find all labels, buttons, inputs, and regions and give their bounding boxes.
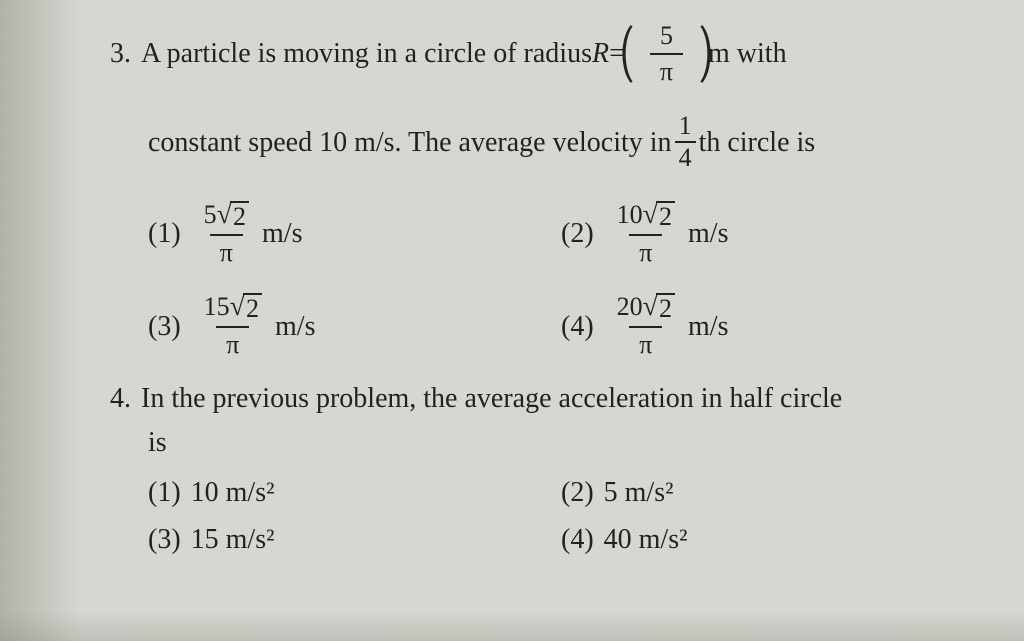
option-label: (1)	[148, 474, 181, 512]
coeff: 5	[204, 200, 217, 229]
q4-line2: is	[148, 424, 974, 462]
radicand: 2	[656, 201, 675, 232]
coeff: 15	[204, 292, 230, 321]
q4-text-b: is	[148, 424, 167, 462]
option-label: (2)	[561, 215, 594, 253]
unit: m/s	[688, 308, 728, 346]
option-label: (4)	[561, 308, 594, 346]
coeff: 20	[617, 292, 643, 321]
denominator: π	[210, 234, 243, 268]
paren-left	[627, 18, 641, 90]
radicand: 2	[656, 293, 675, 324]
unit: m/s	[262, 215, 302, 253]
q3-text-b: m with	[708, 35, 787, 73]
option-text: 10 m/s²	[191, 474, 275, 512]
option-label: (3)	[148, 521, 181, 559]
unit: m/s	[688, 215, 728, 253]
q3-line2: constant speed 10 m/s. The average veloc…	[148, 112, 974, 172]
paren-right	[692, 18, 706, 90]
option-frac: 5√2 π	[194, 201, 259, 267]
option-text: 5 m/s²	[604, 474, 674, 512]
sqrt: √2	[230, 293, 262, 324]
sqrt: √2	[217, 201, 249, 232]
q3-option-3: (3) 15√2 π m/s	[148, 293, 561, 359]
unit: m/s	[275, 308, 315, 346]
q4-line1: 4. In the previous problem, the average …	[110, 380, 974, 418]
q3-number: 3.	[110, 35, 131, 73]
q4-option-1: (1) 10 m/s²	[148, 474, 561, 512]
option-label: (2)	[561, 474, 594, 512]
q4-option-4: (4) 40 m/s²	[561, 521, 974, 559]
page: 3. A particle is moving in a circle of r…	[0, 0, 1024, 569]
sqrt: √2	[643, 201, 675, 232]
q3-text-c: constant speed 10 m/s. The average veloc…	[148, 124, 672, 162]
denominator: π	[629, 326, 662, 360]
q3-R: R	[592, 35, 609, 73]
q4-number: 4.	[110, 380, 131, 418]
q4-option-3: (3) 15 m/s²	[148, 521, 561, 559]
q3-option-4: (4) 20√2 π m/s	[561, 293, 974, 359]
q4-text-a: In the previous problem, the average acc…	[141, 380, 842, 418]
coeff: 10	[617, 200, 643, 229]
option-label: (3)	[148, 308, 181, 346]
sqrt: √2	[643, 293, 675, 324]
option-label: (4)	[561, 521, 594, 559]
q4-option-2: (2) 5 m/s²	[561, 474, 974, 512]
q3-options: (1) 5√2 π m/s (2) 10√2 π m/s	[148, 201, 974, 360]
option-text: 40 m/s²	[604, 521, 688, 559]
radicand: 2	[230, 201, 249, 232]
q3-option-2: (2) 10√2 π m/s	[561, 201, 974, 267]
denominator: π	[216, 326, 249, 360]
denominator: π	[629, 234, 662, 268]
paper-shadow-bottom	[0, 611, 1024, 641]
option-frac: 20√2 π	[607, 293, 685, 359]
q3-paren: 5 π	[627, 18, 706, 90]
option-frac: 15√2 π	[194, 293, 272, 359]
option-frac: 10√2 π	[607, 201, 685, 267]
q3-line1: 3. A particle is moving in a circle of r…	[110, 18, 974, 90]
option-label: (1)	[148, 215, 181, 253]
q3-option-1: (1) 5√2 π m/s	[148, 201, 561, 267]
option-text: 15 m/s²	[191, 521, 275, 559]
q3-frac2: 1 4	[675, 112, 696, 172]
frac-num: 1	[675, 112, 696, 141]
radicand: 2	[243, 293, 262, 324]
frac-den: 4	[675, 141, 696, 173]
q3-text-d: th circle is	[699, 124, 816, 162]
q3-text-a: A particle is moving in a circle of radi…	[141, 35, 592, 73]
q4-options: (1) 10 m/s² (2) 5 m/s² (3) 15 m/s² (4) 4…	[148, 474, 974, 560]
